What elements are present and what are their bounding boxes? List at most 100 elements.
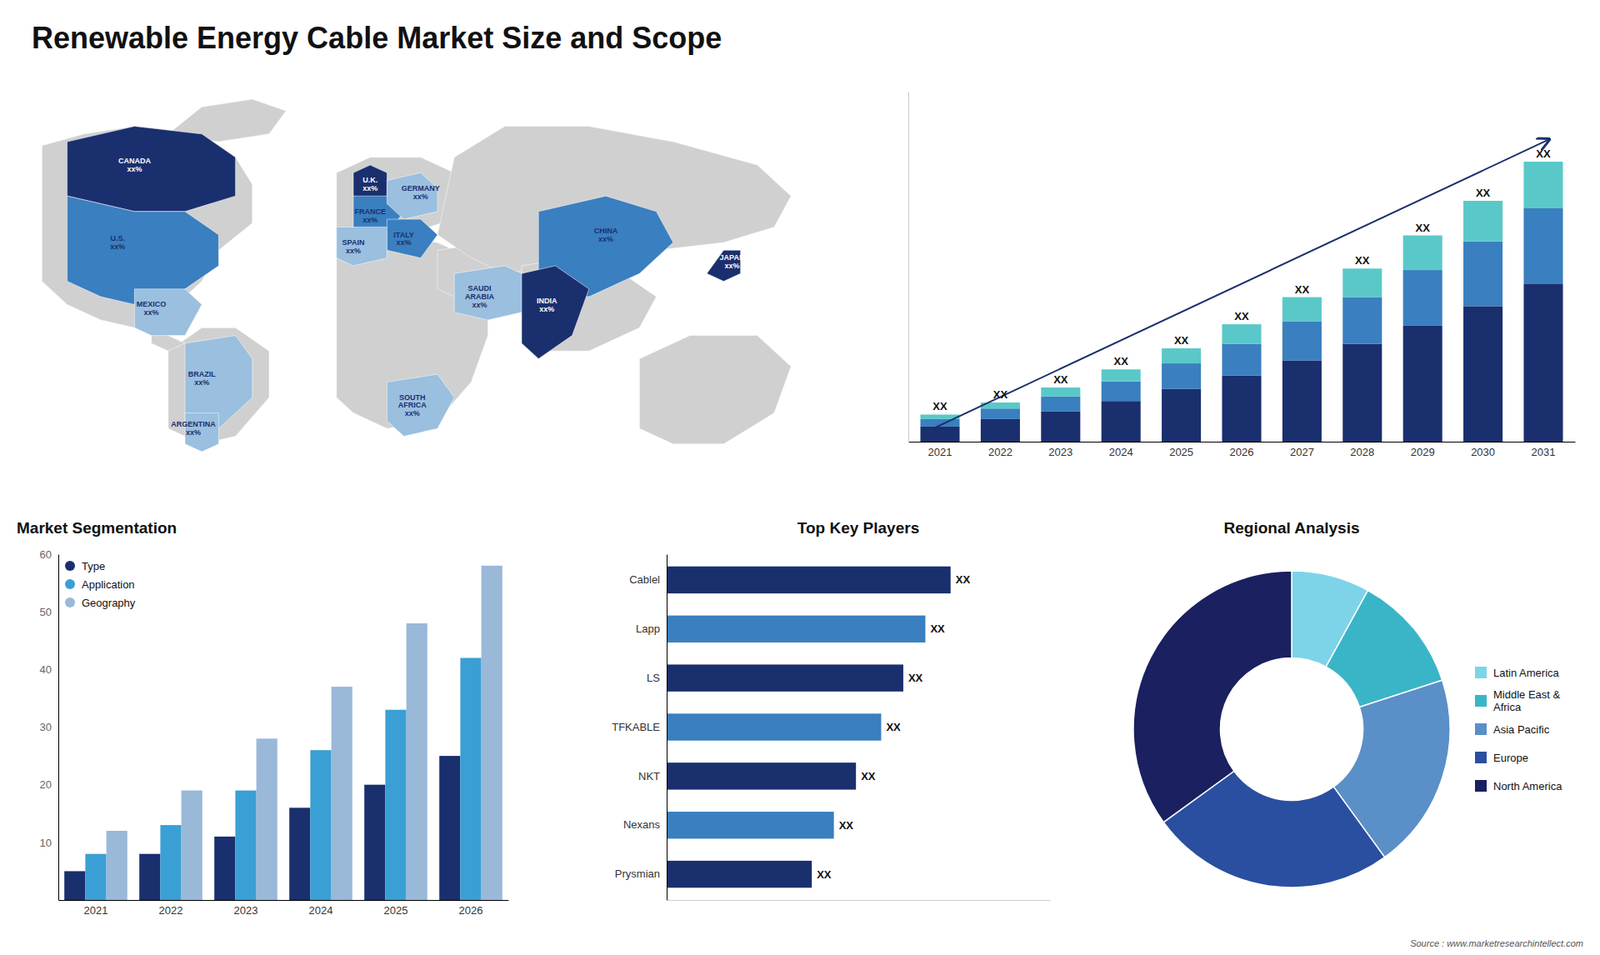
data-label: XX <box>932 400 948 413</box>
bar <box>666 615 925 643</box>
bar <box>666 664 904 691</box>
tick: 2026 <box>459 900 484 917</box>
bar <box>331 686 353 900</box>
bar-segment <box>1101 381 1141 401</box>
tick-label: 2021 <box>84 904 109 917</box>
bar-segment <box>1282 360 1322 442</box>
annotation: Source : www.marketresearchintellect.com <box>1410 938 1584 949</box>
region <box>185 413 219 452</box>
tick-label: 2022 <box>988 445 1013 459</box>
region-label: SAUDIARABIAxx% <box>465 284 495 310</box>
region <box>386 219 438 259</box>
legend-entry: Latin America <box>1475 666 1560 680</box>
data-label: XX <box>1535 147 1551 160</box>
tick-label: 2027 <box>1290 445 1315 459</box>
bar <box>364 785 385 900</box>
legend-swatch <box>1475 751 1487 764</box>
bar-segment <box>1221 375 1261 442</box>
tick: 60 <box>40 548 59 561</box>
bar-segment <box>1463 241 1503 307</box>
slice <box>1133 570 1292 823</box>
data-label: XX <box>1234 310 1250 323</box>
bar <box>439 755 460 900</box>
legend-label: Europe <box>1493 751 1529 765</box>
tick: 2027 <box>1290 441 1315 459</box>
tick: 30 <box>40 720 59 734</box>
landmass <box>639 335 791 445</box>
tick-label: Lapp <box>635 622 660 635</box>
bar-segment <box>1523 161 1563 209</box>
axis-line <box>908 92 910 443</box>
legend-label: Asia Pacific <box>1493 723 1550 736</box>
tick: 2026 <box>1230 441 1255 459</box>
axis-line <box>666 555 668 901</box>
legend-label: Latin America <box>1493 666 1560 680</box>
axis: 102030405060 <box>40 548 60 901</box>
data-labels: XXXXXXXXXXXXXXXXXXXXXX <box>932 147 1551 413</box>
tick-label: 2030 <box>1470 445 1495 459</box>
tick-label: 2026 <box>459 904 484 917</box>
bar <box>106 830 128 900</box>
axis: CablelLappLSTFKABLENKTNexansPrysmian <box>611 555 667 901</box>
tick-label: 2024 <box>1109 445 1134 459</box>
tick-label: 20 <box>40 778 52 791</box>
axis-line <box>909 441 1576 443</box>
region-label: INDIAxx% <box>536 296 558 314</box>
bar <box>235 790 256 900</box>
data-label: XX <box>1415 221 1431 235</box>
bar <box>666 713 881 740</box>
bar-segment <box>1342 297 1382 345</box>
bars <box>666 566 951 889</box>
legend-marker <box>65 579 75 590</box>
data-label: XX <box>955 573 971 586</box>
bar-segment <box>1463 200 1503 242</box>
bar-segment <box>1282 320 1322 360</box>
legend-entry: Middle East &Africa <box>1475 688 1561 713</box>
region-label: GERMANYxx% <box>401 184 440 201</box>
bar <box>481 565 503 900</box>
bar <box>385 710 406 900</box>
region-label: CHINAxx% <box>594 226 619 244</box>
tick-label: 30 <box>40 720 52 734</box>
bar-segment <box>1161 348 1201 364</box>
bar <box>139 854 160 900</box>
legend: Latin America Middle East &Africa Asia Pac… <box>1475 666 1563 793</box>
region <box>67 126 236 212</box>
tick: TFKABLE <box>611 720 667 734</box>
bar-segment <box>1463 305 1503 442</box>
bar-segment <box>1403 270 1443 326</box>
tick-label: Nexans <box>623 818 661 831</box>
chart-title: Regional Analysis <box>1224 519 1360 537</box>
data-label: XX <box>1114 355 1130 368</box>
tick: Nexans <box>623 818 667 831</box>
tick-label: 50 <box>40 605 52 619</box>
region <box>386 172 438 220</box>
region <box>134 289 202 336</box>
bar <box>160 825 181 900</box>
tick-label: 2031 <box>1531 445 1556 459</box>
donut <box>1133 570 1450 888</box>
tick-label: 2026 <box>1230 445 1255 459</box>
chart-title: Top Key Players <box>797 519 920 537</box>
data-label: XX <box>993 388 1009 401</box>
bar-segment <box>1040 411 1080 442</box>
bar-segment <box>980 419 1020 442</box>
tick-label: 10 <box>40 835 52 849</box>
region <box>386 374 455 436</box>
region <box>67 195 220 305</box>
figure: Renewable Energy Cable Market Size and S… <box>0 0 1600 955</box>
chart-title: Market Segmentation <box>16 519 177 537</box>
bar-segment <box>1221 344 1261 376</box>
bar <box>256 738 278 900</box>
region-label: ITALYxx% <box>393 230 415 248</box>
region-label: U.S.xx% <box>110 234 125 251</box>
bar-segment <box>1101 369 1141 381</box>
tick-label: 60 <box>40 548 52 561</box>
legend-label: Application <box>81 578 135 591</box>
legend-marker <box>65 560 75 571</box>
data-label: XX <box>839 819 855 832</box>
bar-segment <box>1040 396 1080 412</box>
bar <box>460 658 481 901</box>
legend-marker <box>65 597 75 608</box>
data-label: XX <box>816 868 832 881</box>
